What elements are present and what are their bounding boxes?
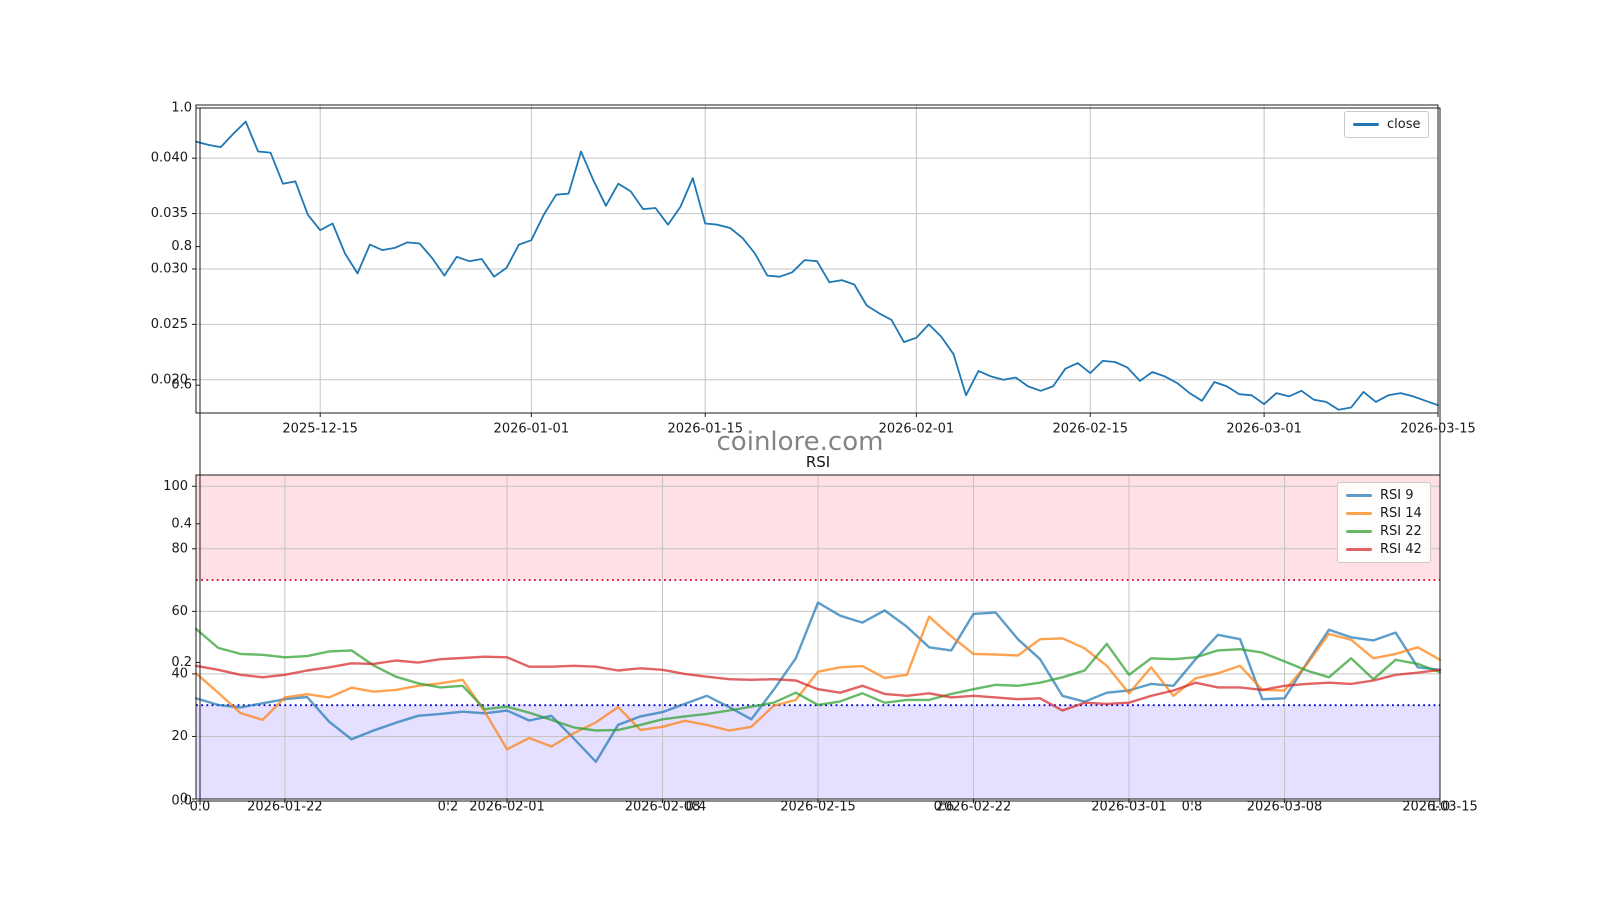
overlay-y-tick-label: 0.0 [171, 794, 192, 809]
x-tick-label: 2026-02-08 [625, 800, 701, 815]
y-tick-label: 0.040 [151, 151, 188, 166]
x-tick-label: 2026-03-08 [1247, 800, 1323, 815]
x-tick-label: 2026-02-15 [1052, 422, 1128, 437]
rsi-chart-title: RSI [805, 453, 831, 471]
legend-label: RSI 14 [1380, 506, 1422, 521]
y-tick-label: 100 [163, 479, 188, 494]
y-tick-label: 0.020 [151, 372, 188, 387]
overlay-y-tick-label: 1.0 [171, 101, 192, 116]
y-tick-label: 20 [171, 729, 188, 744]
overlay-x-tick-label: 0.6 [934, 800, 955, 815]
line-swatch-icon [1353, 123, 1379, 126]
series-line-rsi-14 [194, 615, 1442, 751]
y-tick-label: 0.025 [151, 317, 188, 332]
axes-spine [195, 104, 1439, 414]
line-swatch-icon [1346, 548, 1372, 551]
x-tick-label: 2026-02-22 [936, 800, 1012, 815]
y-tick-label: 40 [171, 666, 188, 681]
x-tick-label: 2026-03-01 [1226, 422, 1302, 437]
legend-row: RSI 9 [1346, 488, 1422, 503]
x-tick-label: 2026-03-01 [1091, 800, 1167, 815]
series-line-rsi-42 [194, 655, 1442, 712]
legend-row: close [1353, 117, 1420, 132]
x-tick-label: 2026-01-22 [247, 800, 323, 815]
legend-row: RSI 14 [1346, 506, 1422, 521]
x-tick-label: 2026-01-15 [667, 422, 743, 437]
overlay-y-tick-label: 0.8 [171, 239, 192, 254]
overlay-x-tick-label: 0.2 [438, 800, 459, 815]
overlay-x-tick-label: 0.8 [1182, 800, 1203, 815]
y-tick-label: 0.030 [151, 261, 188, 276]
price-legend: close [1344, 111, 1430, 138]
overlay-x-tick-label: 0.0 [190, 800, 211, 815]
line-swatch-icon [1346, 512, 1372, 515]
legend-row: RSI 42 [1346, 542, 1422, 557]
y-tick-label: 0.035 [151, 206, 188, 221]
legend-label: RSI 9 [1380, 488, 1414, 503]
y-tick-label: 0 [180, 792, 188, 807]
y-tick-label: 80 [171, 541, 188, 556]
overlay-y-tick-label: 0.4 [171, 516, 192, 531]
legend-row: RSI 22 [1346, 524, 1422, 539]
series-line-rsi-22 [194, 627, 1442, 732]
x-tick-label: 2026-02-01 [879, 422, 955, 437]
x-tick-label: 2026-02-01 [469, 800, 545, 815]
x-tick-label: 2026-03-15 [1402, 800, 1478, 815]
x-tick-label: 2026-01-01 [494, 422, 570, 437]
x-tick-label: 2026-02-15 [780, 800, 856, 815]
legend-label: RSI 42 [1380, 542, 1422, 557]
overlay-y-tick-label: 0.6 [171, 378, 192, 393]
series-line-rsi-9 [194, 601, 1442, 763]
watermark-text: coinlore.com [716, 427, 884, 457]
overlay-y-tick-label: 0.2 [171, 655, 192, 670]
x-tick-label: 2025-12-15 [282, 422, 358, 437]
legend-label: RSI 22 [1380, 524, 1422, 539]
line-swatch-icon [1346, 494, 1372, 497]
x-tick-label: 2026-03-15 [1400, 422, 1476, 437]
overlay-x-tick-label: 0.4 [686, 800, 707, 815]
legend-label: close [1387, 117, 1421, 132]
rsi-legend: RSI 9 RSI 14 RSI 22 RSI 42 [1337, 482, 1431, 563]
series-line-close [195, 120, 1439, 411]
overlay-x-tick-label: 1.0 [1430, 800, 1451, 815]
overlay-axes-frame [199, 107, 1441, 802]
line-swatch-icon [1346, 530, 1372, 533]
y-tick-label: 60 [171, 604, 188, 619]
